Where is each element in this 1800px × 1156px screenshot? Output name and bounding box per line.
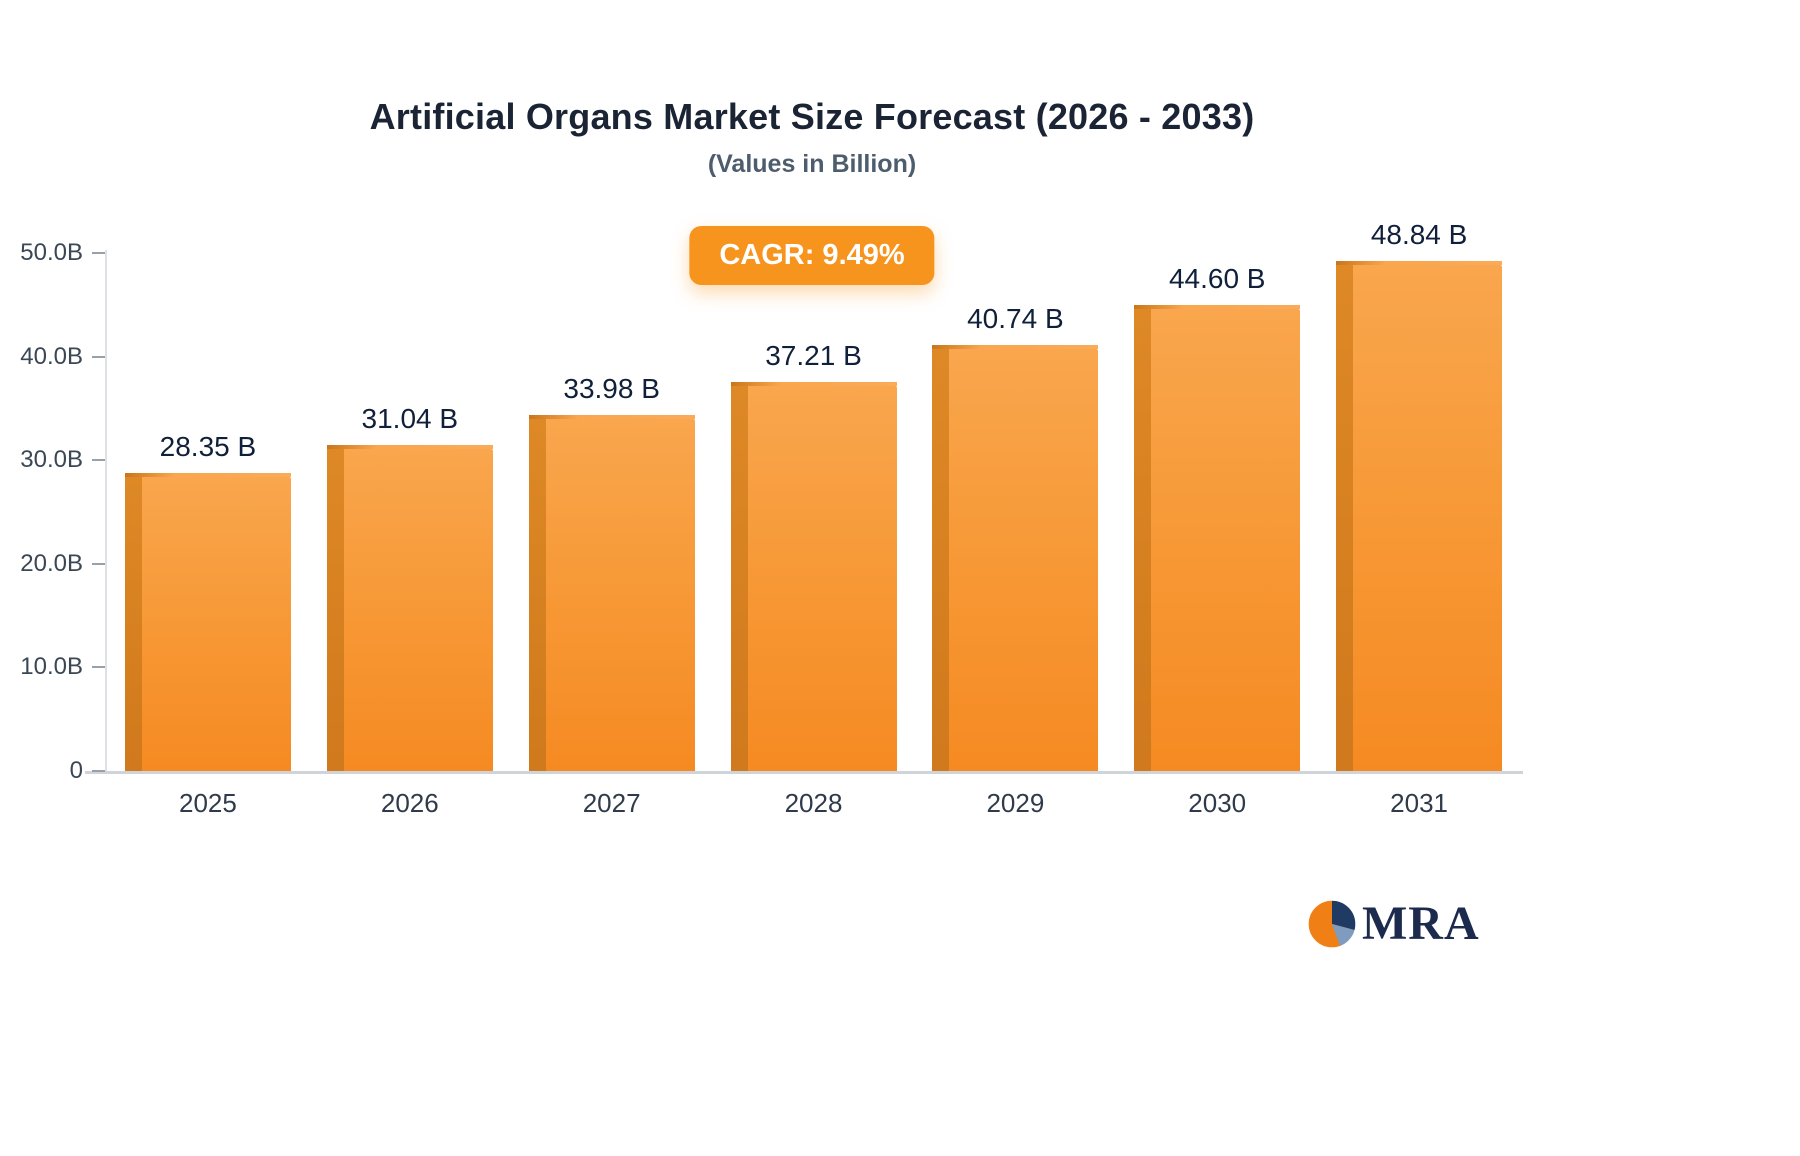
bar [1336, 261, 1503, 771]
bar-slot: 40.74 B [914, 253, 1116, 772]
bar-slot: 48.84 B [1318, 219, 1520, 771]
brand-logo: MRA [1306, 898, 1480, 950]
x-axis-label: 2029 [986, 788, 1045, 818]
y-axis-tick: 0 [21, 757, 105, 785]
x-axis-line [85, 771, 1523, 774]
bar-slot: 37.21 B [713, 253, 915, 772]
bar [932, 344, 1099, 772]
y-axis: 0 10.0B 20.0B 30.0B 40.0B 50.0B [0, 239, 105, 784]
x-axis-label: 2028 [784, 788, 843, 818]
y-axis-tick-label: 40.0B [20, 342, 83, 370]
bar-value-label: 31.04 B [361, 403, 459, 435]
bar-slot: 28.35 B [107, 253, 309, 771]
brand-text: MRA [1362, 897, 1480, 950]
y-axis-tick-mark [92, 459, 105, 462]
y-axis-tick-mark [92, 666, 105, 669]
y-axis-tick-label: 20.0B [20, 549, 83, 577]
y-axis-tick: 20.0B [20, 550, 105, 578]
y-axis-tick: 30.0B [20, 446, 105, 474]
bar-value-label: 33.98 B [563, 372, 660, 404]
bar [730, 381, 897, 772]
y-axis-tick-label: 50.0B [20, 239, 83, 266]
x-axis-label: 2031 [1390, 788, 1448, 818]
bar-value-label: 28.35 B [159, 431, 257, 463]
page-subtitle: (Values in Billion) [707, 150, 917, 178]
bar-slot: 44.60 B [1116, 253, 1318, 772]
bar [1134, 304, 1301, 772]
bar-slot: 33.98 B [511, 253, 713, 772]
bar-value-label: 48.84 B [1370, 219, 1468, 251]
bar [326, 445, 493, 771]
bar-value-label: 40.74 B [967, 302, 1064, 334]
y-axis-tick-label: 10.0B [20, 653, 83, 681]
bar [528, 414, 695, 772]
x-axis: 2025 2026 2027 2028 2029 2030 2031 [107, 788, 1520, 819]
y-axis-tick: 10.0B [20, 653, 105, 681]
x-axis-label: 2027 [582, 788, 641, 818]
y-axis-tick-label: 30.0B [20, 446, 83, 474]
y-axis-tick-mark [92, 562, 105, 565]
bar [124, 473, 291, 771]
page-title: Artificial Organs Market Size Forecast (… [369, 96, 1255, 137]
pie-icon [1307, 899, 1357, 949]
x-axis-label: 2030 [1188, 788, 1247, 818]
x-axis-label: 2025 [179, 788, 237, 818]
y-axis-tick-label: 0 [69, 757, 83, 784]
bar-value-label: 44.60 B [1168, 262, 1266, 294]
y-axis-tick-mark [92, 770, 105, 772]
y-axis-tick-mark [92, 355, 105, 358]
y-axis-tick-mark [92, 252, 105, 254]
bar-value-label: 37.21 B [765, 339, 862, 371]
y-axis-tick: 50.0B [20, 239, 105, 267]
bar-slot: 31.04 B [309, 253, 511, 771]
cagr-badge: CAGR: 9.49% [689, 226, 935, 285]
y-axis-line [105, 250, 107, 773]
y-axis-tick: 40.0B [20, 343, 105, 371]
x-axis-label: 2026 [380, 788, 439, 818]
plot-area: 28.35 B 31.04 B 33.98 B 37.21 B 40.74 B 44.60… [107, 219, 1520, 772]
